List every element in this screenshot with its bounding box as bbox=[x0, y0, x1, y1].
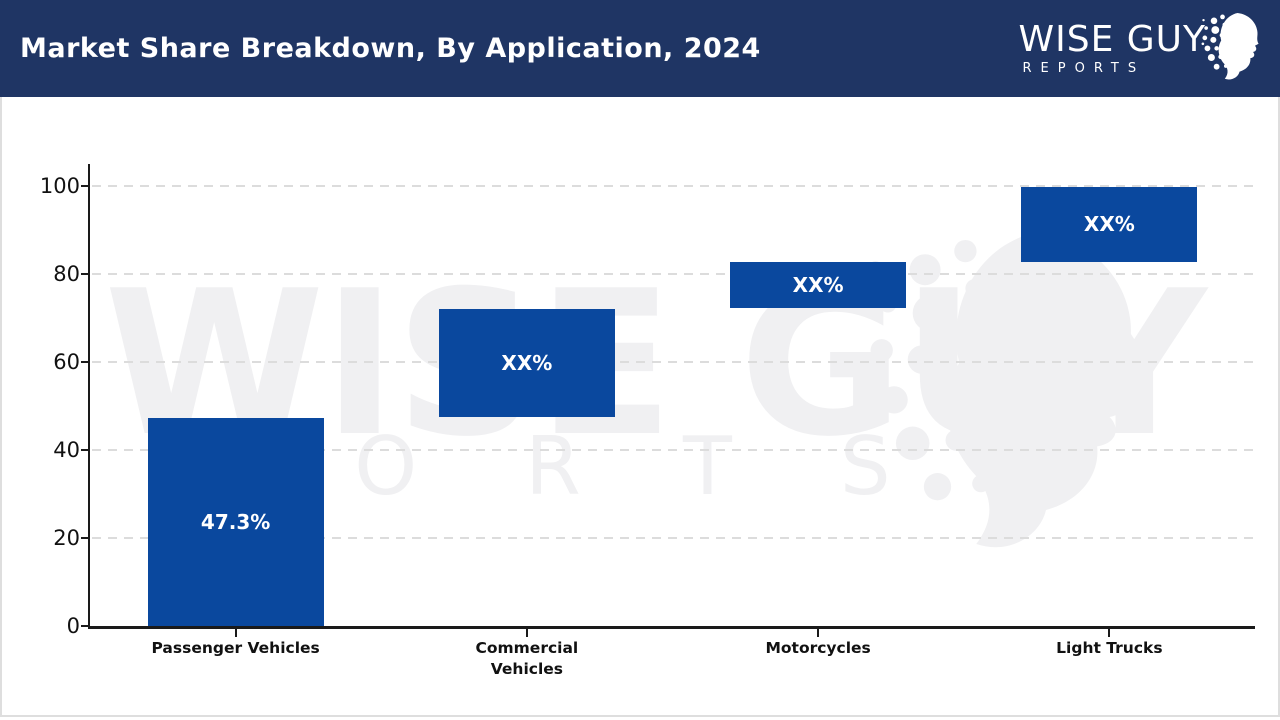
gridline-80 bbox=[92, 272, 1255, 275]
bar-passenger-vehicles: 47.3% bbox=[147, 417, 324, 626]
gridline-40 bbox=[92, 448, 1255, 451]
gridline-20 bbox=[92, 536, 1255, 539]
y-tick-80 bbox=[81, 272, 90, 275]
page-title: Market Share Breakdown, By Application, … bbox=[20, 33, 761, 64]
bar-label-light-trucks: XX% bbox=[1083, 212, 1135, 237]
gridline-60 bbox=[92, 360, 1255, 363]
x-tick-label-motorcycles: Motorcycles bbox=[765, 639, 871, 657]
watermark-face-icon bbox=[866, 232, 1136, 548]
x-tick-light-trucks bbox=[1108, 629, 1111, 637]
y-tick-label-0: 0 bbox=[66, 614, 80, 638]
gridline-100 bbox=[92, 184, 1255, 187]
waterfall-chart: WISE GUY PORTS 0 20 40 60 80 100 47.3% Passenge… bbox=[0, 97, 1280, 717]
x-tick-motorcycles bbox=[817, 629, 820, 637]
y-tick-label-100: 100 bbox=[39, 173, 80, 198]
x-tick-commercial-vehicles bbox=[525, 629, 528, 637]
y-tick-60 bbox=[81, 360, 90, 363]
bar-motorcycles: XX% bbox=[730, 262, 907, 309]
brand-logo: WISE GUY REPORTS bbox=[1019, 11, 1267, 87]
y-tick-20 bbox=[81, 536, 90, 539]
brand-wordmark: WISE GUY REPORTS bbox=[1018, 18, 1207, 76]
y-tick-label-20: 20 bbox=[53, 525, 80, 550]
y-tick-100 bbox=[81, 184, 90, 187]
x-tick-label-passenger-vehicles: Passenger Vehicles bbox=[151, 639, 320, 657]
brand-subtitle: REPORTS bbox=[1022, 60, 1146, 76]
x-tick-label-light-trucks: Light Trucks bbox=[1056, 639, 1163, 657]
y-tick-0 bbox=[81, 625, 90, 627]
y-tick-label-80: 80 bbox=[53, 261, 80, 286]
bar-light-trucks: XX% bbox=[1021, 186, 1198, 262]
y-tick-40 bbox=[81, 448, 90, 451]
report-header: Market Share Breakdown, By Application, … bbox=[0, 0, 1280, 97]
y-tick-label-40: 40 bbox=[53, 437, 80, 462]
y-tick-label-60: 60 bbox=[53, 349, 80, 374]
x-axis-line bbox=[88, 626, 1255, 629]
brand-name: WISE GUY bbox=[1018, 18, 1206, 60]
x-tick-label-commercial-vehicles: Commercial Vehicles bbox=[475, 639, 579, 678]
bar-label-passenger-vehicles: 47.3% bbox=[200, 509, 271, 534]
bar-label-commercial-vehicles: XX% bbox=[501, 351, 553, 376]
bar-commercial-vehicles: XX% bbox=[438, 309, 615, 418]
bar-label-motorcycles: XX% bbox=[792, 273, 844, 298]
y-axis-line bbox=[88, 164, 90, 629]
x-tick-passenger-vehicles bbox=[234, 629, 237, 637]
brand-face-icon bbox=[1201, 12, 1259, 79]
